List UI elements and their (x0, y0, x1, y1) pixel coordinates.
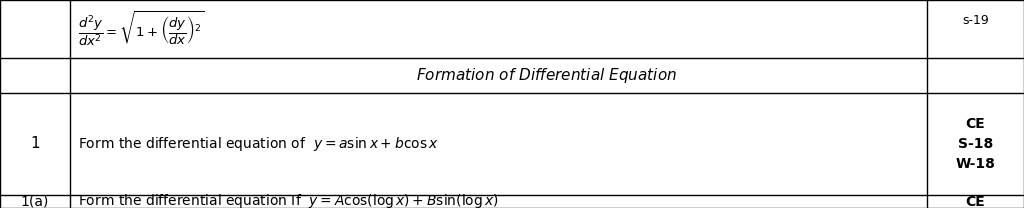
Text: s-19: s-19 (962, 14, 989, 26)
Text: Form the differential equation If  $y = A\cos(\log x) + B\sin(\log x)$: Form the differential equation If $y = A… (78, 192, 499, 208)
Text: 1(a): 1(a) (20, 194, 49, 208)
Text: CE: CE (966, 117, 985, 131)
Text: $\dfrac{d^2y}{dx^2} = \sqrt{1+\left(\dfrac{dy}{dx}\right)^2}$: $\dfrac{d^2y}{dx^2} = \sqrt{1+\left(\dfr… (78, 10, 204, 48)
Text: 1: 1 (30, 136, 40, 151)
Text: CE: CE (966, 194, 985, 208)
Text: Form the differential equation of  $y = a\sin x + b\cos x$: Form the differential equation of $y = a… (78, 135, 438, 153)
Text: $\mathbf{\mathit{Formation\ of\ Differential\ Equation}}$: $\mathbf{\mathit{Formation\ of\ Differen… (417, 66, 677, 85)
Text: W-18: W-18 (955, 157, 995, 171)
Text: S-18: S-18 (957, 137, 993, 151)
